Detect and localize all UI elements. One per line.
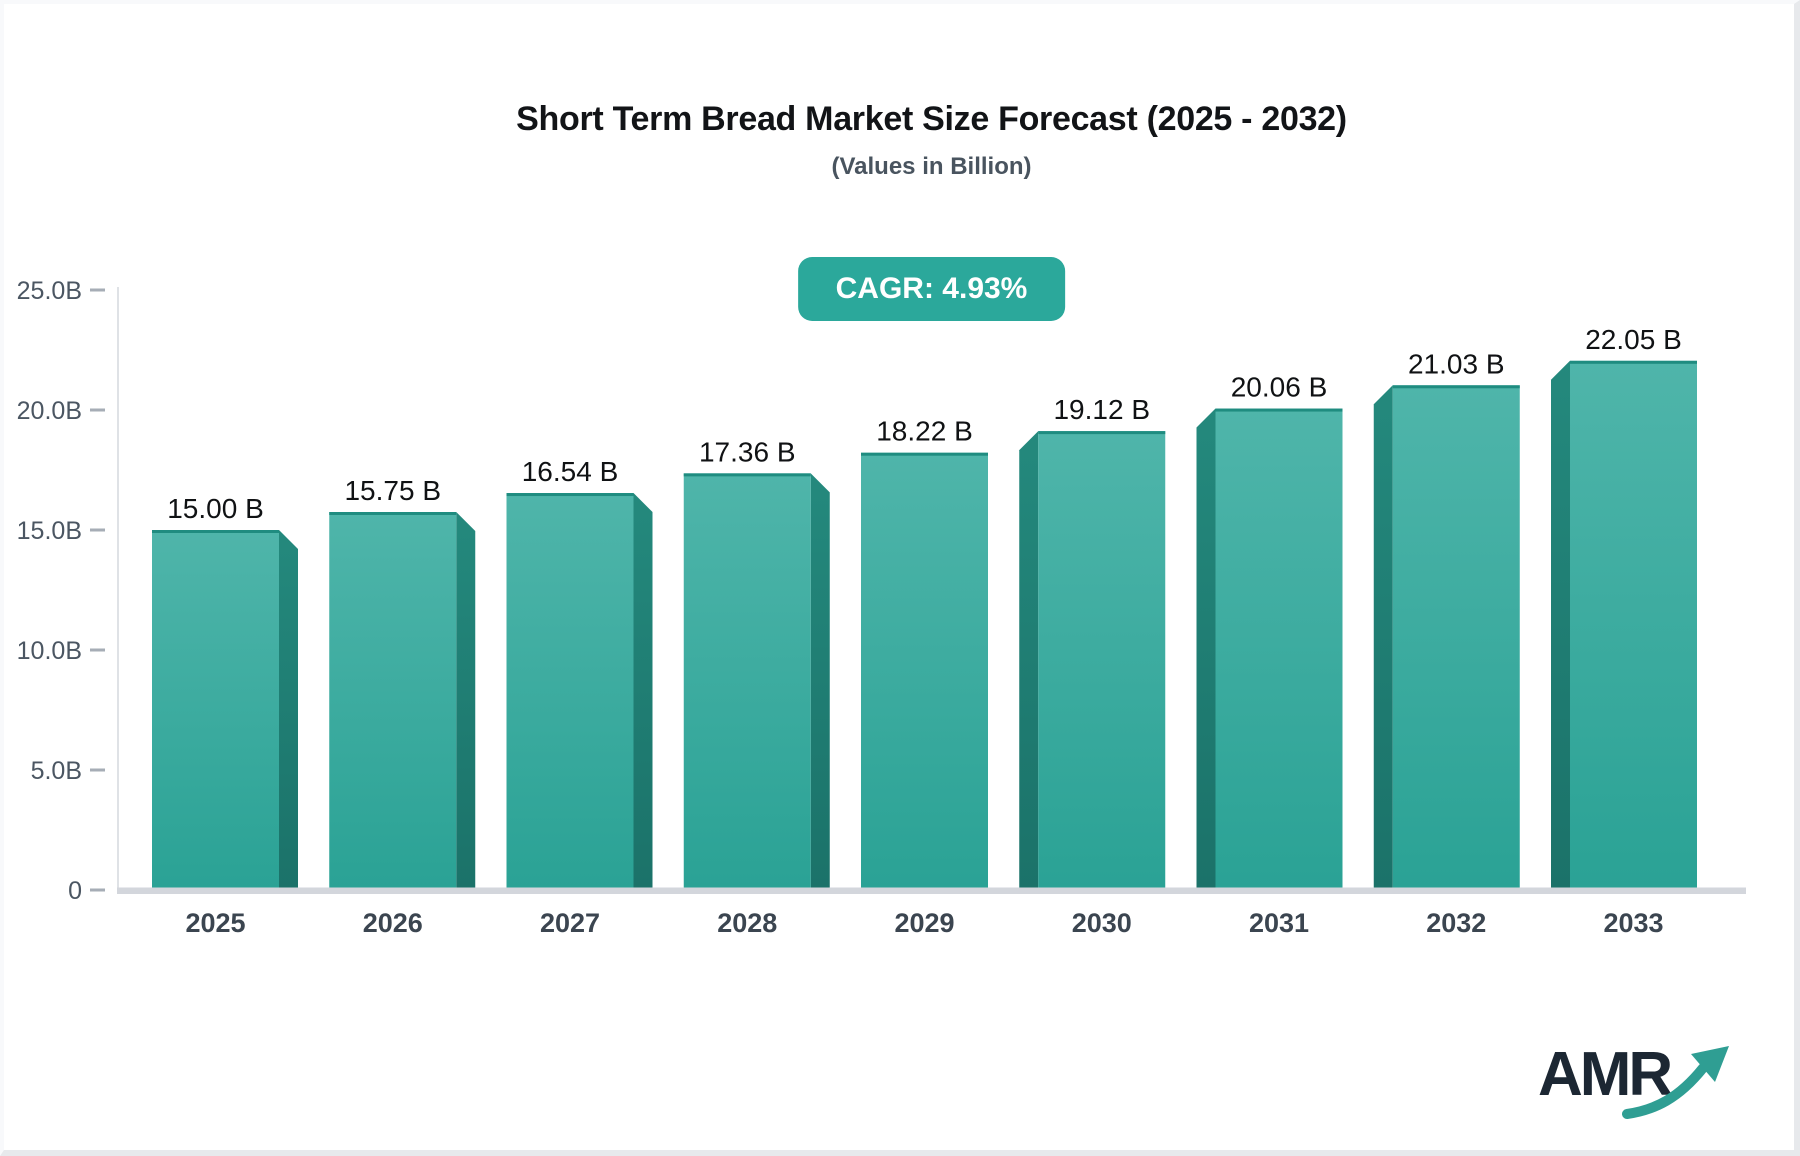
bar-side-face bbox=[1373, 385, 1393, 890]
y-axis-label: 15.0B bbox=[17, 517, 82, 545]
growth-arrow-swoosh bbox=[1622, 1063, 1708, 1119]
growth-arrow-icon bbox=[1622, 1046, 1729, 1119]
y-axis-tick bbox=[90, 648, 105, 652]
bar-2028: 17.36 B bbox=[683, 436, 830, 890]
bar-top-edge bbox=[1392, 385, 1520, 389]
x-axis-label: 2032 bbox=[1426, 908, 1486, 938]
x-axis-label: 2028 bbox=[717, 908, 777, 938]
bar-value-label: 22.05 B bbox=[1585, 324, 1682, 355]
bar-body bbox=[506, 493, 634, 890]
bar-value-label: 19.12 B bbox=[1053, 394, 1150, 425]
y-axis-tick bbox=[90, 888, 105, 892]
bar-body bbox=[683, 473, 811, 890]
bar-body bbox=[329, 512, 457, 890]
y-axis-label: 20.0B bbox=[17, 397, 82, 425]
amr-logo: AMR bbox=[1538, 1044, 1738, 1134]
bar-side-face bbox=[1551, 360, 1570, 890]
bar-top-edge bbox=[1038, 431, 1166, 435]
x-axis-baseline bbox=[117, 887, 1746, 894]
bar-side-face bbox=[1196, 408, 1216, 890]
bar-top-edge bbox=[1570, 360, 1697, 364]
bar-side-face bbox=[1019, 431, 1039, 890]
bar-side-face bbox=[279, 530, 298, 890]
bar-value-label: 16.54 B bbox=[522, 456, 619, 487]
bar-chart-plot: 25.0B 20.0B 15.0B 10.0B 5.0B 0 15.00 B 15.75 B 1… bbox=[17, 277, 1746, 938]
x-axis-label: 2030 bbox=[1072, 908, 1132, 938]
bar-value-label: 21.03 B bbox=[1408, 348, 1505, 379]
bar-top-edge bbox=[329, 512, 457, 515]
bar-value-label: 20.06 B bbox=[1231, 372, 1328, 403]
bar-value-label: 18.22 B bbox=[876, 416, 973, 447]
x-axis-label: 2027 bbox=[540, 908, 600, 938]
bar-value-label: 15.75 B bbox=[344, 475, 441, 506]
bar-side-face bbox=[633, 493, 653, 890]
bar-top-edge bbox=[152, 530, 279, 533]
y-axis-label: 10.0B bbox=[17, 637, 82, 665]
chart-subtitle: (Values in Billion) bbox=[831, 153, 1032, 180]
y-axis-tick bbox=[90, 768, 105, 772]
bar-top-edge bbox=[861, 452, 988, 456]
x-axis-label: 2031 bbox=[1249, 908, 1309, 938]
bar-body bbox=[1392, 385, 1520, 890]
bar-body bbox=[861, 452, 988, 890]
bar-2030: 19.12 B bbox=[1019, 394, 1166, 890]
bar-body bbox=[1038, 431, 1166, 890]
x-axis-label: 2029 bbox=[894, 908, 954, 938]
x-axis-label: 2026 bbox=[363, 908, 423, 938]
chart-title: Short Term Bread Market Size Forecast (2… bbox=[516, 100, 1347, 138]
bar-2026: 15.75 B bbox=[329, 475, 476, 890]
bar-2025: 15.00 B bbox=[152, 493, 298, 890]
bar-2033: 22.05 B bbox=[1551, 324, 1697, 890]
bar-2031: 20.06 B bbox=[1196, 372, 1343, 890]
bar-body bbox=[152, 530, 279, 890]
y-axis-label: 25.0B bbox=[17, 277, 82, 305]
y-axis-tick bbox=[90, 408, 105, 412]
x-axis-label: 2033 bbox=[1603, 908, 1663, 938]
amr-logo-text: AMR bbox=[1538, 1040, 1673, 1109]
bar-value-label: 17.36 B bbox=[699, 436, 796, 467]
bar-value-label: 15.00 B bbox=[167, 493, 264, 524]
y-axis-line bbox=[117, 287, 119, 890]
cagr-badge: CAGR: 4.93% bbox=[797, 257, 1066, 321]
bar-body bbox=[1215, 408, 1343, 890]
bar-top-edge bbox=[506, 493, 634, 497]
bar-2032: 21.03 B bbox=[1373, 348, 1520, 890]
bar-top-edge bbox=[1215, 408, 1343, 412]
y-axis-tick bbox=[90, 528, 105, 532]
y-axis-tick bbox=[90, 288, 105, 292]
x-axis-label: 2025 bbox=[185, 908, 245, 938]
bar-2029: 18.22 B bbox=[861, 416, 988, 890]
y-axis-label: 5.0B bbox=[31, 757, 82, 785]
bar-top-edge bbox=[683, 473, 811, 477]
y-axis-label: 0 bbox=[68, 877, 82, 905]
bar-body bbox=[1570, 360, 1697, 890]
bar-side-face bbox=[810, 473, 830, 890]
bar-side-face bbox=[456, 512, 476, 890]
growth-arrow-head bbox=[1691, 1046, 1729, 1082]
bar-2027: 16.54 B bbox=[506, 456, 653, 890]
